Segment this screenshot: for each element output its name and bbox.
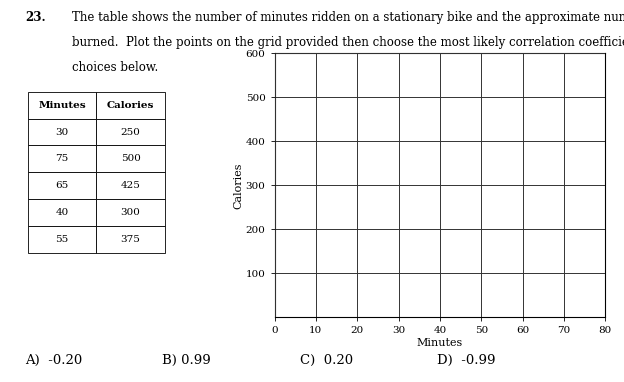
- Text: C)  0.20: C) 0.20: [300, 354, 353, 367]
- Text: B) 0.99: B) 0.99: [162, 354, 211, 367]
- Text: burned.  Plot the points on the grid provided then choose the most likely correl: burned. Plot the points on the grid prov…: [72, 36, 624, 49]
- Text: The table shows the number of minutes ridden on a stationary bike and the approx: The table shows the number of minutes ri…: [72, 11, 624, 24]
- Text: 23.: 23.: [25, 11, 46, 24]
- Text: choices below.: choices below.: [72, 61, 158, 74]
- X-axis label: Minutes: Minutes: [417, 338, 463, 348]
- Text: A)  -0.20: A) -0.20: [25, 354, 82, 367]
- Text: D)  -0.99: D) -0.99: [437, 354, 495, 367]
- Y-axis label: Calories: Calories: [233, 162, 243, 209]
